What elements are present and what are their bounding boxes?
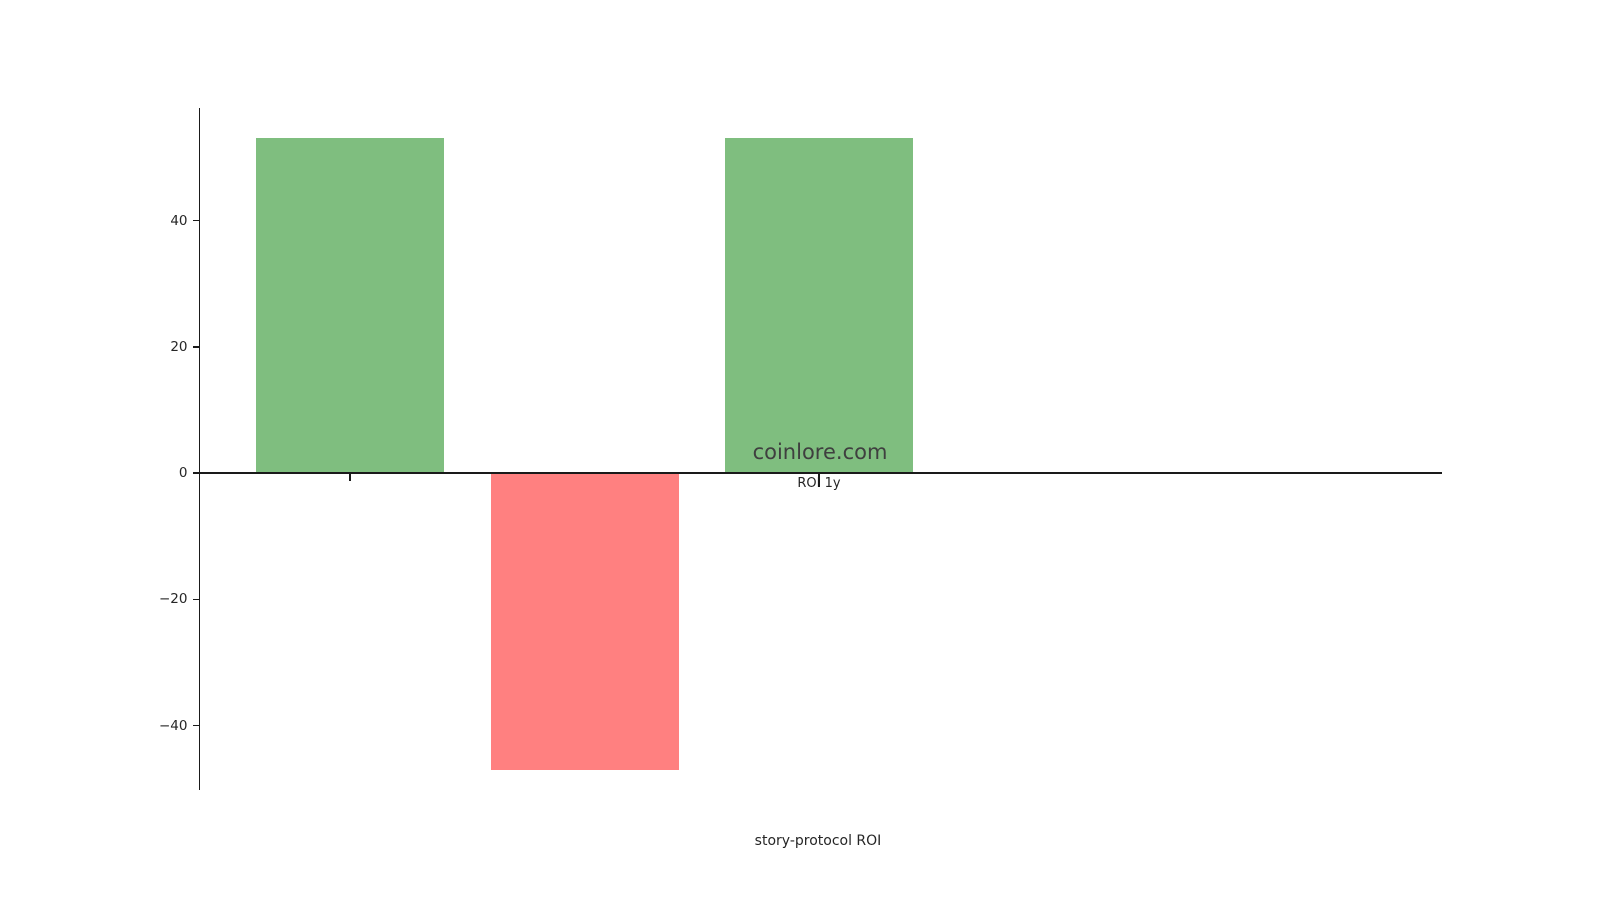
x-tick-mark <box>818 473 820 487</box>
y-axis-line <box>198 108 200 790</box>
y-tick-mark <box>192 346 199 348</box>
bar-2-roi-1y <box>725 138 913 473</box>
y-tick-label: 40 <box>170 212 188 229</box>
y-tick-label: −40 <box>159 717 188 734</box>
chart-title: story-protocol ROI <box>754 833 882 849</box>
y-tick-mark <box>192 472 199 474</box>
y-tick-label: −20 <box>159 591 188 608</box>
bar-1 <box>490 473 679 770</box>
watermark-text: coinlore.com <box>752 440 888 464</box>
y-tick-mark <box>192 598 199 600</box>
x-tick-mark <box>349 473 351 481</box>
bar-0 <box>256 138 444 473</box>
y-tick-label: 0 <box>178 465 188 481</box>
y-tick-mark <box>192 724 199 727</box>
y-tick-mark <box>192 219 199 222</box>
y-tick-label: 20 <box>170 338 188 355</box>
